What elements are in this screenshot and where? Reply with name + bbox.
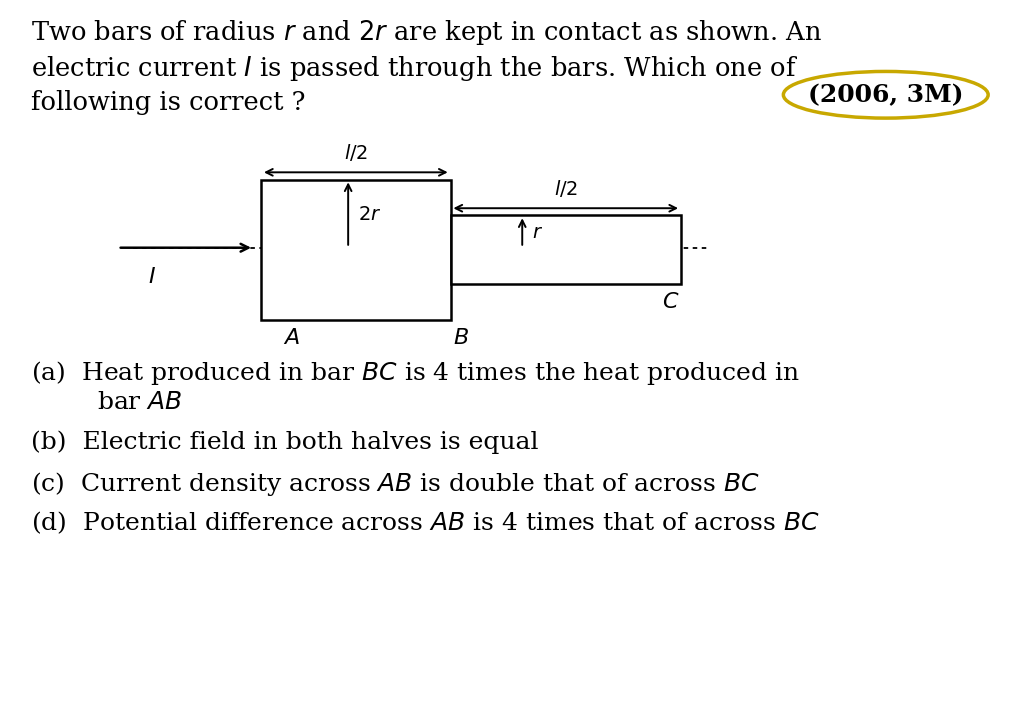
Bar [451, 215, 681, 284]
Text: (a)  Heat produced in bar $BC$ is 4 times the heat produced in: (a) Heat produced in bar $BC$ is 4 times… [31, 359, 800, 387]
Text: bar $AB$: bar $AB$ [97, 391, 183, 414]
Text: electric current $I$ is passed through the bars. Which one of: electric current $I$ is passed through t… [31, 54, 798, 83]
Text: (2006, 3M): (2006, 3M) [808, 83, 964, 107]
Text: $r$: $r$ [532, 224, 544, 243]
Text: (b)  Electric field in both halves is equal: (b) Electric field in both halves is equ… [31, 431, 539, 454]
Text: $I$: $I$ [147, 266, 156, 288]
Text: (c)  Current density across $AB$ is double that of across $BC$: (c) Current density across $AB$ is doubl… [31, 470, 760, 498]
Text: following is correct ?: following is correct ? [31, 90, 305, 115]
Text: $l/2$: $l/2$ [344, 142, 368, 163]
Text: $B$: $B$ [453, 327, 469, 349]
Text: $2r$: $2r$ [358, 206, 382, 225]
Bar [261, 180, 451, 320]
Text: $l/2$: $l/2$ [554, 178, 578, 199]
Text: $C$: $C$ [662, 291, 680, 313]
Text: $A$: $A$ [284, 327, 300, 349]
Text: (d)  Potential difference across $AB$ is 4 times that of across $BC$: (d) Potential difference across $AB$ is … [31, 510, 819, 536]
Text: Two bars of radius $r$ and $2r$ are kept in contact as shown. An: Two bars of radius $r$ and $2r$ are kept… [31, 18, 822, 47]
